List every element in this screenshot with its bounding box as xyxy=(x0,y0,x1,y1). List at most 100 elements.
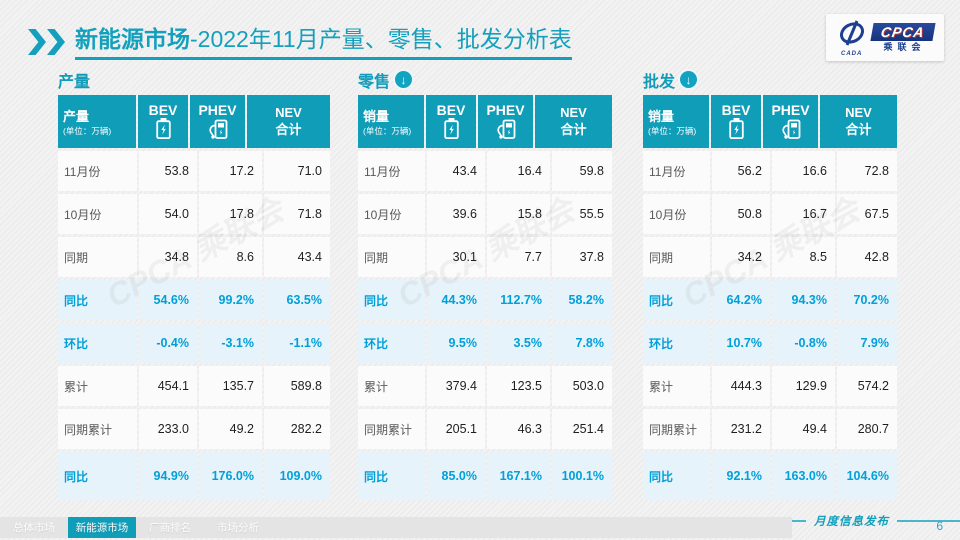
cell-value: 71.0 xyxy=(264,151,330,191)
bottom-tab-2[interactable]: 新能源市场 xyxy=(68,517,136,538)
table-row: 同期 30.1 7.7 37.8 xyxy=(358,237,612,277)
cpca-wordmark: CPCA xyxy=(870,23,935,41)
table-header-row: 产量 (单位：万辆) BEV PHEV NEV 合计 xyxy=(58,95,330,148)
table-row: 10月份 54.0 17.8 71.8 xyxy=(58,194,330,234)
cell-value: 7.8% xyxy=(552,323,612,363)
column-header-label: BEV xyxy=(436,101,466,118)
table-row: 同比 92.1% 163.0% 104.6% xyxy=(643,452,897,500)
row-label: 11月份 xyxy=(358,151,425,191)
cell-value: 17.2 xyxy=(199,151,262,191)
table-row: 11月份 53.8 17.2 71.0 xyxy=(58,151,330,191)
row-label: 环比 xyxy=(358,323,425,363)
table-row: 累计 379.4 123.5 503.0 xyxy=(358,366,612,406)
cell-value: 503.0 xyxy=(552,366,612,406)
table-row: 同期 34.2 8.5 42.8 xyxy=(643,237,897,277)
data-table: 产量 (单位：万辆) BEV PHEV NEV 合计 11月份 53.8 17.2 71.0 10月… xyxy=(58,95,330,500)
corner-unit: (单位：万辆) xyxy=(63,126,112,136)
cell-value: 444.3 xyxy=(712,366,770,406)
cell-value: 379.4 xyxy=(427,366,485,406)
row-label: 同期 xyxy=(643,237,710,277)
row-label: 同比 xyxy=(58,280,137,320)
cell-value: 100.1% xyxy=(552,452,612,500)
cell-value: 109.0% xyxy=(264,452,330,500)
cell-value: 123.5 xyxy=(487,366,550,406)
cell-value: 16.6 xyxy=(772,151,835,191)
production-table: 产量 产量 (单位：万辆) BEV PHEV NEV 合计 11月份 53.8 17.2 71.0 1… xyxy=(58,68,330,500)
cell-value: 56.2 xyxy=(712,151,770,191)
column-header: BEV xyxy=(138,95,188,148)
cell-value: 16.7 xyxy=(772,194,835,234)
table-row: 11月份 56.2 16.6 72.8 xyxy=(643,151,897,191)
row-label: 11月份 xyxy=(643,151,710,191)
corner-unit: (单位：万辆) xyxy=(363,126,412,136)
table-row: 同比 44.3% 112.7% 58.2% xyxy=(358,280,612,320)
bottom-tab-1[interactable]: 总体市场 xyxy=(13,522,55,534)
cell-value: 574.2 xyxy=(837,366,897,406)
cell-value: 92.1% xyxy=(712,452,770,500)
row-label: 累计 xyxy=(58,366,137,406)
cell-value: 282.2 xyxy=(264,409,330,449)
page-number: 6 xyxy=(936,519,943,533)
cell-value: 8.6 xyxy=(199,237,262,277)
cell-value: 94.3% xyxy=(772,280,835,320)
row-label: 环比 xyxy=(58,323,137,363)
column-header-label: NEV xyxy=(275,105,302,121)
cell-value: 135.7 xyxy=(199,366,262,406)
table-row: 同期累计 205.1 46.3 251.4 xyxy=(358,409,612,449)
slide-header: 新能源市场-2022年11月产量、零售、批发分析表 xyxy=(28,26,572,61)
table-row: 累计 454.1 135.7 589.8 xyxy=(58,366,330,406)
table-row: 环比 10.7% -0.8% 7.9% xyxy=(643,323,897,363)
cell-value: 94.9% xyxy=(139,452,197,500)
cell-value: -1.1% xyxy=(264,323,330,363)
cell-value: 30.1 xyxy=(427,237,485,277)
section-title-label: 零售 xyxy=(358,73,391,91)
cell-value: 71.8 xyxy=(264,194,330,234)
cell-value: -0.4% xyxy=(139,323,197,363)
cell-value: 454.1 xyxy=(139,366,197,406)
bottom-tab-3[interactable]: 厂商排名 xyxy=(149,522,191,534)
row-label: 同比 xyxy=(58,452,137,500)
corner-label: 销量 xyxy=(648,109,675,124)
row-label: 10月份 xyxy=(643,194,710,234)
row-label: 同期 xyxy=(58,237,137,277)
cell-value: 251.4 xyxy=(552,409,612,449)
column-header-label2: 合计 xyxy=(560,121,587,137)
cell-value: 49.2 xyxy=(199,409,262,449)
cell-value: 17.8 xyxy=(199,194,262,234)
cell-value: 104.6% xyxy=(837,452,897,500)
battery-icon xyxy=(728,117,744,141)
cell-value: 37.8 xyxy=(552,237,612,277)
table-row: 环比 -0.4% -3.1% -1.1% xyxy=(58,323,330,363)
row-label: 同期累计 xyxy=(643,409,710,449)
cell-value: 167.1% xyxy=(487,452,550,500)
row-label: 10月份 xyxy=(358,194,425,234)
table-row: 10月份 39.6 15.8 55.5 xyxy=(358,194,612,234)
cell-value: 42.8 xyxy=(837,237,897,277)
table-header-row: 销量 (单位：万辆) BEV PHEV NEV 合计 xyxy=(358,95,612,148)
cell-value: 43.4 xyxy=(264,237,330,277)
table-row: 同比 64.2% 94.3% 70.2% xyxy=(643,280,897,320)
cpca-logo: CADA CPCA 乘联会 xyxy=(826,14,944,61)
row-label: 同比 xyxy=(358,452,425,500)
bottom-tab-4[interactable]: 市场分析 xyxy=(217,522,259,534)
page-title-rest: -2022年11月产量、零售、批发分析表 xyxy=(190,26,572,52)
page-title-bold: 新能源市场 xyxy=(75,26,190,52)
column-header: BEV xyxy=(711,95,761,148)
cell-value: 163.0% xyxy=(772,452,835,500)
charger-icon xyxy=(781,118,801,141)
data-table: 销量 (单位：万辆) BEV PHEV NEV 合计 11月份 56.2 16.6 72.8 10月… xyxy=(643,95,897,500)
logo-subtitle: 乘联会 xyxy=(883,42,926,52)
charger-icon xyxy=(496,118,516,141)
table-corner-cell: 产量 (单位：万辆) xyxy=(58,95,136,148)
corner-label: 产量 xyxy=(63,109,90,124)
row-label: 累计 xyxy=(643,366,710,406)
cell-value: 53.8 xyxy=(139,151,197,191)
cell-value: 54.6% xyxy=(139,280,197,320)
table-row: 同比 94.9% 176.0% 109.0% xyxy=(58,452,330,500)
column-header-label: NEV xyxy=(560,105,587,121)
cell-value: 70.2% xyxy=(837,280,897,320)
charger-icon xyxy=(208,118,228,141)
cell-value: 16.4 xyxy=(487,151,550,191)
cell-value: 34.2 xyxy=(712,237,770,277)
column-header: NEV 合计 xyxy=(535,95,612,148)
